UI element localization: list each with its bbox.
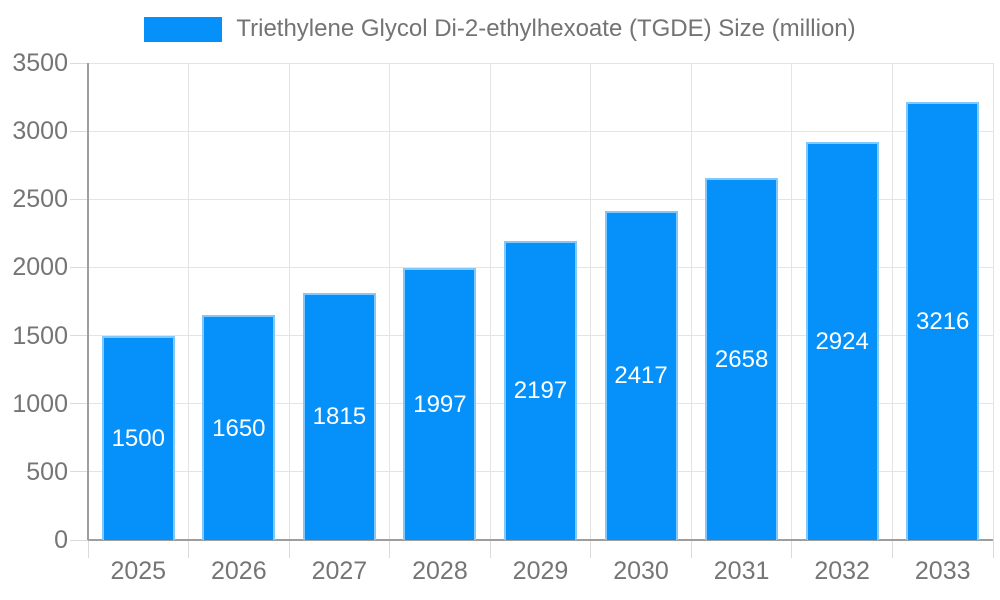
bar-value-label: 2197 xyxy=(513,377,568,405)
x-tick-label: 2025 xyxy=(110,557,167,585)
x-gridline xyxy=(389,63,391,540)
y-gridline xyxy=(88,62,993,64)
y-axis-line xyxy=(87,63,89,540)
x-tick xyxy=(891,540,893,558)
bar-value-label: 2658 xyxy=(714,345,769,373)
y-tick xyxy=(70,403,88,405)
bar-2032: 2924 xyxy=(805,141,879,540)
bar-value-label: 1500 xyxy=(111,424,165,452)
y-tick-label: 0 xyxy=(54,526,68,554)
bar-value-label: 1997 xyxy=(413,390,467,418)
plot-area: 1500 1650 1815 1997 2197 2417 2658 2924 3216 xyxy=(70,62,994,558)
legend-swatch[interactable] xyxy=(144,16,223,42)
x-tick-label: 2031 xyxy=(713,557,770,585)
y-axis-labels: 0 500 1000 1500 2000 2500 3000 3500 xyxy=(0,49,68,554)
x-tick-label: 2028 xyxy=(412,557,468,585)
x-tick xyxy=(288,540,290,558)
x-axis-line xyxy=(88,539,993,541)
x-gridline xyxy=(188,63,190,540)
x-gridline xyxy=(791,63,793,540)
bar-2025: 1500 xyxy=(101,335,175,540)
bar-2030: 2417 xyxy=(604,210,678,540)
y-tick-label: 500 xyxy=(26,457,68,486)
bar-2033: 3216 xyxy=(906,101,980,540)
y-tick xyxy=(70,266,88,268)
x-tick xyxy=(87,540,89,558)
x-gridline xyxy=(288,63,290,540)
y-tick-label: 1500 xyxy=(12,321,68,350)
x-tick-label: 2027 xyxy=(311,557,368,585)
x-tick xyxy=(590,540,592,558)
bar-value-label: 1650 xyxy=(212,414,266,442)
legend[interactable]: Triethylene Glycol Di-2-ethylhexoate (TG… xyxy=(0,15,1000,43)
x-gridline xyxy=(489,63,491,540)
x-gridline xyxy=(992,63,994,540)
y-gridline xyxy=(88,130,993,132)
y-tick xyxy=(70,62,88,64)
bar-2028: 1997 xyxy=(403,267,477,540)
bar-2026: 1650 xyxy=(202,315,276,540)
y-tick xyxy=(70,471,88,473)
y-tick xyxy=(70,335,88,337)
x-tick-label: 2032 xyxy=(814,557,870,585)
y-tick-label: 3000 xyxy=(12,117,68,146)
x-tick xyxy=(791,540,793,558)
y-tick-label: 3500 xyxy=(12,49,68,77)
x-tick xyxy=(188,540,190,558)
bar-value-label: 1815 xyxy=(312,403,367,431)
x-gridline xyxy=(690,63,692,540)
bar-2027: 1815 xyxy=(302,292,376,540)
y-gridline xyxy=(88,198,993,200)
x-tick xyxy=(690,540,692,558)
y-tick xyxy=(70,539,88,541)
y-tick-label: 1000 xyxy=(12,389,68,418)
x-axis-labels: 2025 2026 2027 2028 2029 2030 2031 2032 2033 xyxy=(88,557,993,587)
legend-label[interactable]: Triethylene Glycol Di-2-ethylhexoate (TG… xyxy=(236,15,856,42)
bar-value-label: 2924 xyxy=(815,327,869,355)
x-tick xyxy=(992,540,994,558)
x-tick xyxy=(489,540,491,558)
x-tick-label: 2033 xyxy=(914,557,971,585)
y-tick-label: 2500 xyxy=(12,185,68,214)
bar-2031: 2658 xyxy=(705,177,779,540)
bar-2029: 2197 xyxy=(504,240,577,540)
bar-value-label: 3216 xyxy=(916,307,970,335)
y-tick xyxy=(70,198,88,200)
y-tick-label: 2000 xyxy=(12,253,68,282)
y-tick xyxy=(70,130,88,132)
x-tick-label: 2029 xyxy=(512,557,569,585)
x-tick xyxy=(389,540,391,558)
bar-value-label: 2417 xyxy=(614,362,668,390)
x-tick-label: 2026 xyxy=(211,557,267,585)
x-tick-label: 2030 xyxy=(613,557,669,585)
x-gridline xyxy=(590,63,592,540)
x-gridline xyxy=(891,63,893,540)
